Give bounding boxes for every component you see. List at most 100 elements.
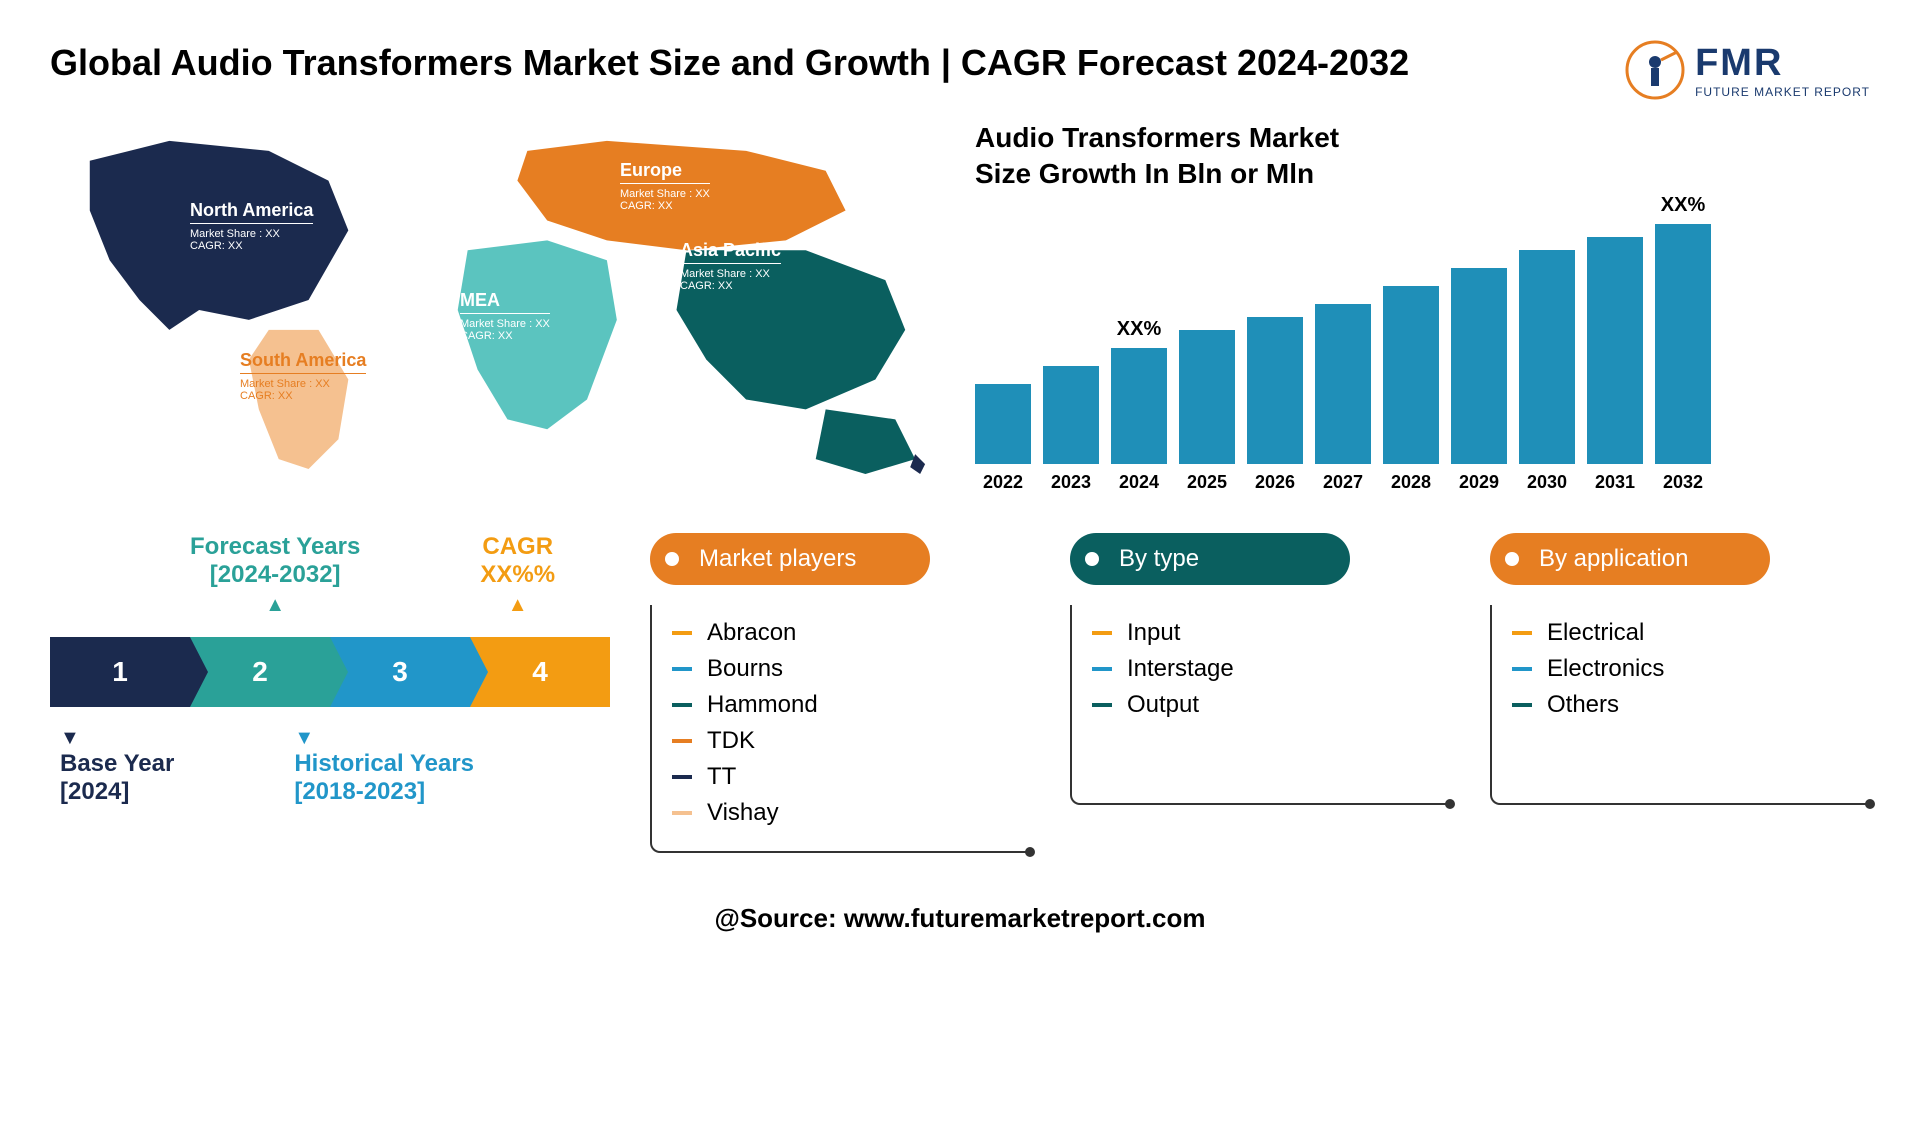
timeline-bottom-label: ▼ Base Year [2024] bbox=[60, 727, 174, 806]
tl-label-title: Forecast Years bbox=[190, 533, 360, 561]
bar-year-label: 2029 bbox=[1459, 472, 1499, 493]
region-share: Market Share : XX bbox=[240, 378, 366, 390]
region-name: Europe bbox=[620, 160, 710, 184]
category-item-label: Electrical bbox=[1547, 619, 1644, 647]
category-item-label: TT bbox=[707, 763, 736, 791]
region-name: MEA bbox=[460, 290, 550, 314]
region-cagr: CAGR: XX bbox=[240, 390, 366, 402]
bar-year-label: 2027 bbox=[1323, 472, 1363, 493]
category-item: Vishay bbox=[672, 795, 1010, 831]
category-item: Electrical bbox=[1512, 615, 1850, 651]
world-map: North America Market Share : XX CAGR: XX… bbox=[50, 120, 945, 480]
region-name: South America bbox=[240, 350, 366, 374]
tick-icon bbox=[672, 811, 692, 815]
bar-wrap: 2029 bbox=[1451, 268, 1507, 493]
tick-icon bbox=[672, 703, 692, 707]
source-text: @Source: www.futuremarketreport.com bbox=[50, 903, 1870, 934]
logo-fmr-text: FMR bbox=[1695, 42, 1870, 85]
bar-year-label: 2032 bbox=[1663, 472, 1703, 493]
category-item: Output bbox=[1092, 687, 1430, 723]
timeline-segment: 3 bbox=[330, 637, 470, 707]
category-box: By type Input Interstage Output bbox=[1070, 533, 1450, 853]
tick-icon bbox=[1092, 703, 1112, 707]
tick-icon bbox=[1092, 667, 1112, 671]
top-row: North America Market Share : XX CAGR: XX… bbox=[50, 120, 1870, 493]
timeline-segment: 1 bbox=[50, 637, 190, 707]
region-cagr: CAGR: XX bbox=[190, 240, 313, 252]
tl-label-title: CAGR bbox=[480, 533, 555, 561]
region-label: MEA Market Share : XX CAGR: XX bbox=[460, 290, 550, 342]
tl-label-sub: [2024-2032] bbox=[190, 561, 360, 589]
bar-year-label: 2028 bbox=[1391, 472, 1431, 493]
bar-wrap: 2025 bbox=[1179, 330, 1235, 492]
bar-year-label: 2022 bbox=[983, 472, 1023, 493]
category-body: Electrical Electronics Others bbox=[1490, 605, 1870, 805]
category-item-label: Abracon bbox=[707, 619, 796, 647]
timeline-segment: 4 bbox=[470, 637, 610, 707]
bar-year-label: 2031 bbox=[1595, 472, 1635, 493]
tick-icon bbox=[1512, 703, 1532, 707]
tick-icon bbox=[672, 667, 692, 671]
tick-icon bbox=[1512, 631, 1532, 635]
timeline-top-labels: Forecast Years [2024-2032] ▲CAGR XX%% ▲ bbox=[50, 533, 610, 617]
bar-year-label: 2025 bbox=[1187, 472, 1227, 493]
category-header: By type bbox=[1070, 533, 1350, 585]
category-item-label: Hammond bbox=[707, 691, 818, 719]
bar-chart: 2022 2023XX% 2024 2025 2026 2027 2028 20… bbox=[975, 233, 1870, 493]
category-box: Market players Abracon Bourns Hammond TD… bbox=[650, 533, 1030, 853]
bar-year-label: 2030 bbox=[1527, 472, 1567, 493]
categories-row: Market players Abracon Bourns Hammond TD… bbox=[650, 533, 1870, 853]
region-share: Market Share : XX bbox=[680, 268, 781, 280]
bar-chart-section: Audio Transformers Market Size Growth In… bbox=[975, 120, 1870, 493]
bullet-icon bbox=[1505, 552, 1519, 566]
triangle-down-icon: ▼ bbox=[60, 727, 174, 750]
category-header-label: By type bbox=[1119, 545, 1199, 573]
category-item-label: Bourns bbox=[707, 655, 783, 683]
tick-icon bbox=[672, 631, 692, 635]
category-item: Electronics bbox=[1512, 651, 1850, 687]
bar bbox=[1315, 304, 1371, 464]
category-item-label: Electronics bbox=[1547, 655, 1664, 683]
bar-annotation: XX% bbox=[1661, 194, 1705, 217]
category-item-label: TDK bbox=[707, 727, 755, 755]
timeline-bar: 1234 bbox=[50, 637, 610, 707]
category-header-label: By application bbox=[1539, 545, 1688, 573]
category-item-label: Vishay bbox=[707, 799, 779, 827]
timeline-bottom-label: ▼ Historical Years [2018-2023] bbox=[294, 727, 474, 806]
tick-icon bbox=[672, 775, 692, 779]
region-cagr: CAGR: XX bbox=[460, 330, 550, 342]
bar bbox=[1655, 224, 1711, 464]
category-item: Hammond bbox=[672, 687, 1010, 723]
region-label: North America Market Share : XX CAGR: XX bbox=[190, 200, 313, 252]
region-share: Market Share : XX bbox=[190, 228, 313, 240]
category-item: Abracon bbox=[672, 615, 1010, 651]
bar-annotation: XX% bbox=[1117, 318, 1161, 341]
region-label: Europe Market Share : XX CAGR: XX bbox=[620, 160, 710, 212]
bar-wrap: 2028 bbox=[1383, 286, 1439, 493]
category-header-label: Market players bbox=[699, 545, 856, 573]
bar bbox=[975, 384, 1031, 464]
tl-bot-title: Base Year bbox=[60, 750, 174, 778]
bar-wrap: 2023 bbox=[1043, 366, 1099, 493]
timeline-top-label: CAGR XX%% ▲ bbox=[480, 533, 555, 617]
bar-wrap: 2030 bbox=[1519, 250, 1575, 492]
category-item: Interstage bbox=[1092, 651, 1430, 687]
bar-year-label: 2024 bbox=[1119, 472, 1159, 493]
tick-icon bbox=[1512, 667, 1532, 671]
category-box: By application Electrical Electronics Ot… bbox=[1490, 533, 1870, 853]
triangle-down-icon: ▲ bbox=[480, 594, 555, 617]
tl-label-sub: XX%% bbox=[480, 561, 555, 589]
bar bbox=[1587, 237, 1643, 464]
triangle-down-icon: ▲ bbox=[190, 594, 360, 617]
bar bbox=[1383, 286, 1439, 464]
header: Global Audio Transformers Market Size an… bbox=[50, 40, 1870, 100]
tick-icon bbox=[672, 739, 692, 743]
region-share: Market Share : XX bbox=[620, 188, 710, 200]
category-item: Others bbox=[1512, 687, 1850, 723]
category-body: Abracon Bourns Hammond TDK TT Vishay bbox=[650, 605, 1030, 853]
bar-wrap: 2022 bbox=[975, 384, 1031, 493]
bullet-icon bbox=[1085, 552, 1099, 566]
category-item-label: Input bbox=[1127, 619, 1180, 647]
category-header: By application bbox=[1490, 533, 1770, 585]
category-item: Bourns bbox=[672, 651, 1010, 687]
